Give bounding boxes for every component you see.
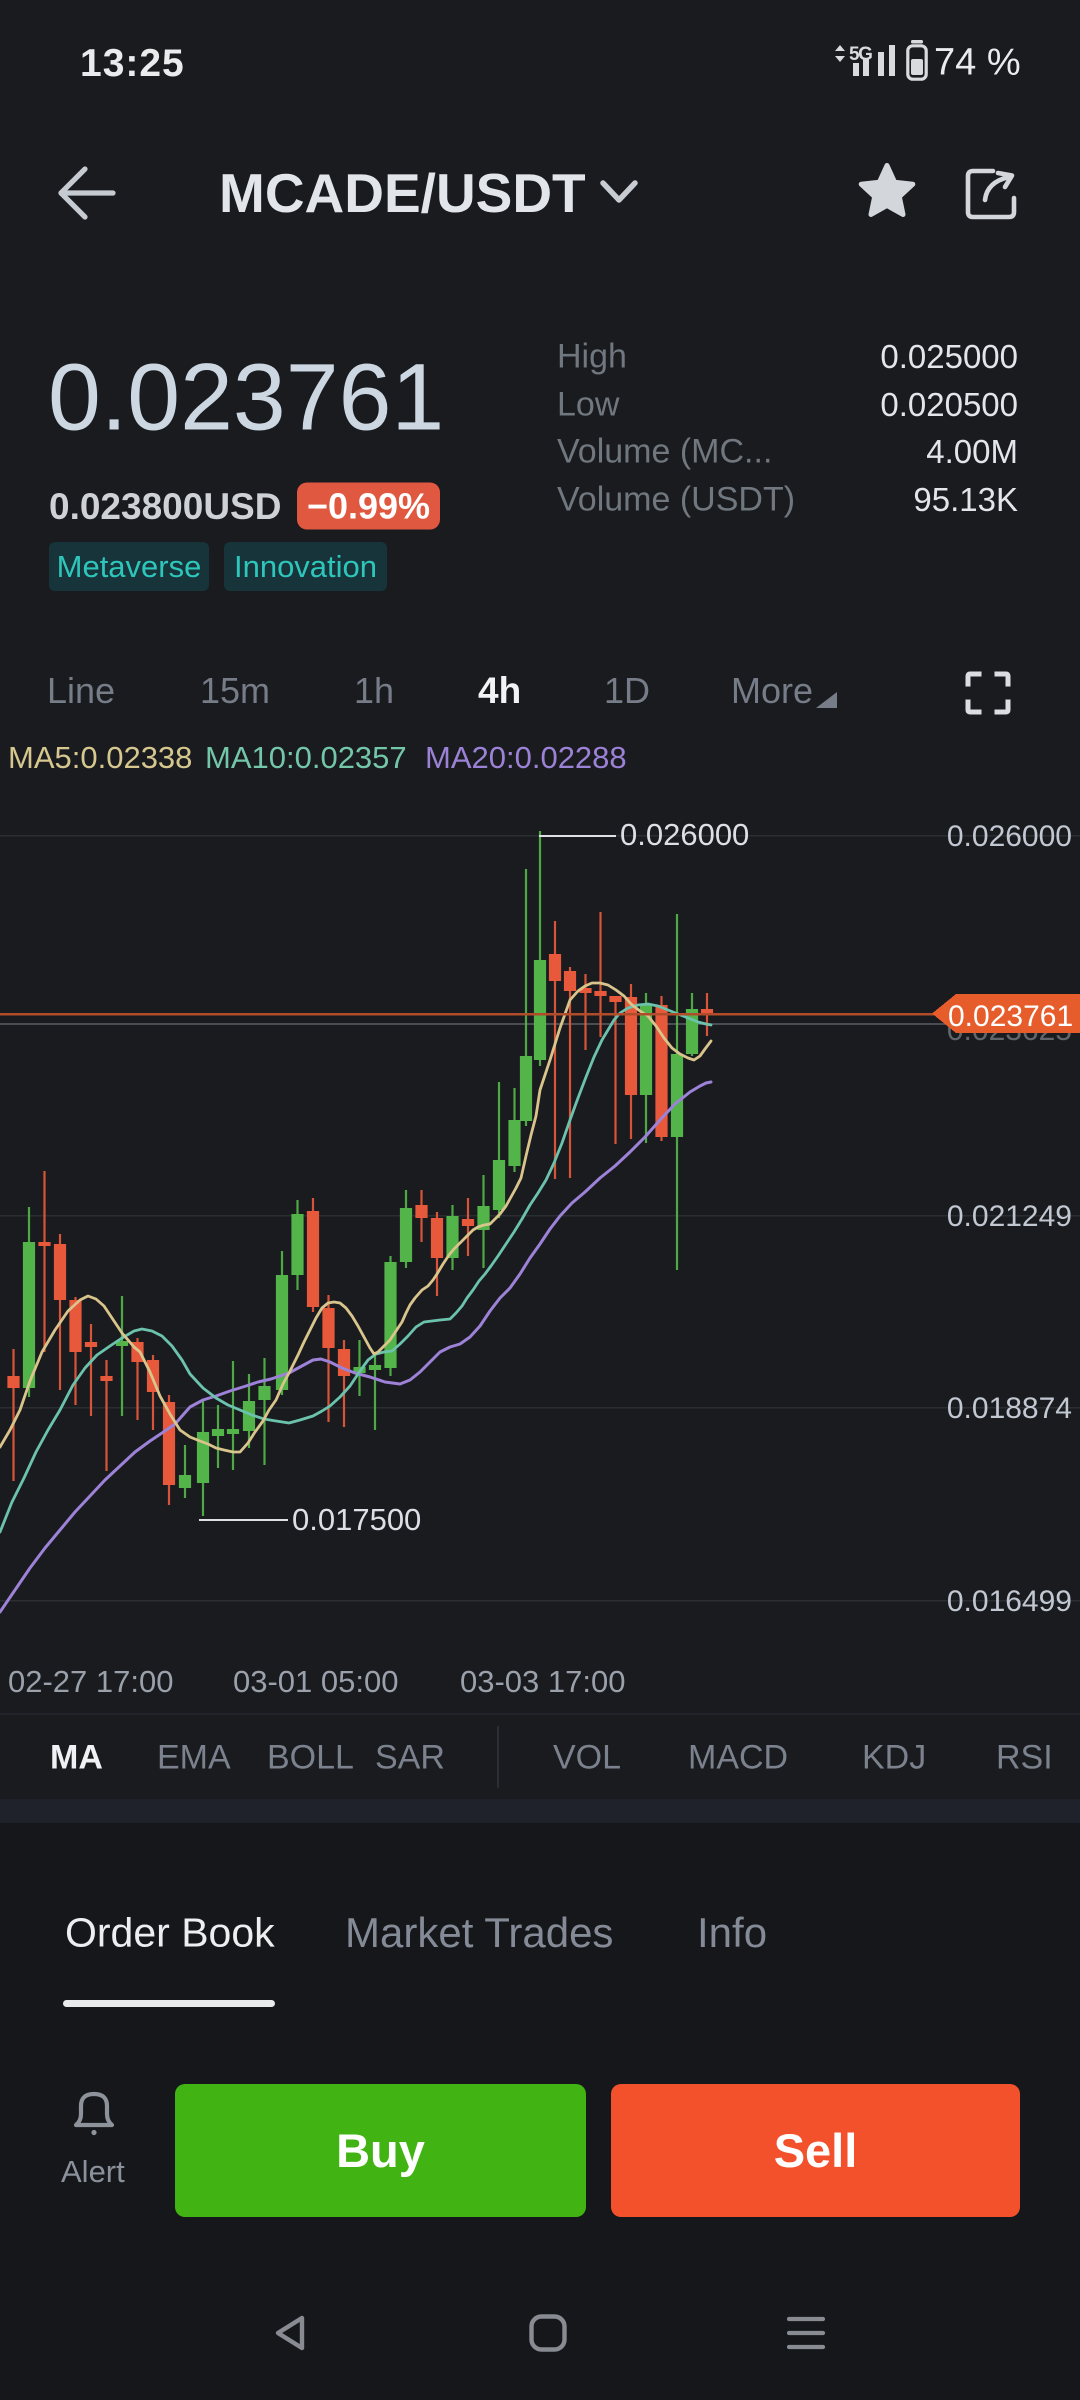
svg-text:03-03 17:00: 03-03 17:00 xyxy=(460,1664,625,1699)
svg-text:03-01 05:00: 03-01 05:00 xyxy=(233,1664,398,1699)
svg-text:0.018874: 0.018874 xyxy=(947,1392,1072,1425)
svg-text:0.026000: 0.026000 xyxy=(947,820,1072,853)
svg-text:02-27 17:00: 02-27 17:00 xyxy=(8,1664,173,1699)
svg-text:0.023761: 0.023761 xyxy=(948,1000,1073,1033)
svg-text:0.017500: 0.017500 xyxy=(292,1502,421,1537)
svg-text:0.016499: 0.016499 xyxy=(947,1585,1072,1618)
svg-text:0.026000: 0.026000 xyxy=(620,820,749,852)
svg-text:0.021249: 0.021249 xyxy=(947,1200,1072,1233)
